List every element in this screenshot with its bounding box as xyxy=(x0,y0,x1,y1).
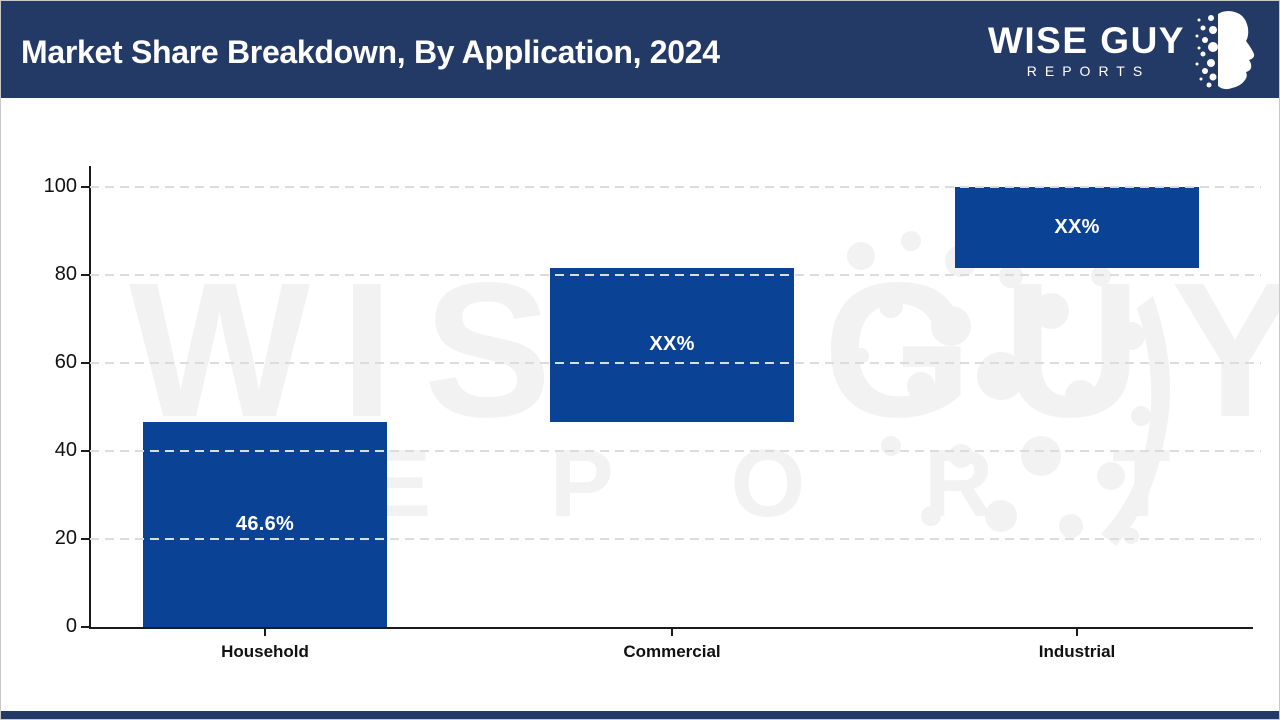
y-tick-mark xyxy=(81,362,89,364)
y-tick-label: 60 xyxy=(54,351,77,373)
x-tick-mark xyxy=(1076,629,1078,636)
footer-bar xyxy=(1,711,1279,719)
x-category-label: Industrial xyxy=(1038,642,1116,661)
bar-value-label: XX% xyxy=(1054,215,1100,238)
y-tick-mark xyxy=(81,274,89,276)
y-tick-mark xyxy=(81,186,89,188)
y-tick-label: 100 xyxy=(43,175,77,197)
x-axis-line xyxy=(89,627,1253,629)
bar-household: 46.6% xyxy=(143,421,387,627)
gridline xyxy=(90,538,1261,540)
y-tick-label: 40 xyxy=(54,439,77,461)
bar-commercial: XX% xyxy=(550,267,794,422)
gridline xyxy=(90,362,1261,364)
gridline xyxy=(90,274,1261,276)
logo-face-icon xyxy=(1195,10,1255,89)
watermark-face-dots xyxy=(847,231,1171,546)
bar-value-label: XX% xyxy=(649,333,695,356)
logo-brand-subtitle: REPORTS xyxy=(1026,62,1151,79)
x-category-label: Commercial xyxy=(623,642,721,661)
y-tick-mark xyxy=(81,450,89,452)
y-tick-mark xyxy=(81,538,89,540)
bar-value-label: 46.6% xyxy=(235,512,295,535)
logo-wordmark: WISE GUY REPORTS xyxy=(988,22,1185,78)
y-tick-label: 20 xyxy=(54,527,77,549)
x-category-label: Household xyxy=(221,642,309,661)
x-tick-mark xyxy=(264,629,266,636)
y-tick-label: 0 xyxy=(65,615,77,637)
page-title: Market Share Breakdown, By Application, … xyxy=(21,34,720,70)
gridline xyxy=(90,186,1261,188)
bar-industrial: XX% xyxy=(955,187,1199,268)
y-tick-label: 80 xyxy=(54,263,77,285)
logo-brand-name: WISE GUY xyxy=(987,19,1185,61)
y-tick-mark xyxy=(81,626,89,628)
wise-guy-logo: WISE GUY REPORTS xyxy=(988,7,1267,93)
x-tick-mark xyxy=(671,629,673,636)
gridline xyxy=(90,450,1261,452)
y-axis-line xyxy=(89,166,91,628)
header-bar: Market Share Breakdown, By Application, … xyxy=(1,1,1279,98)
